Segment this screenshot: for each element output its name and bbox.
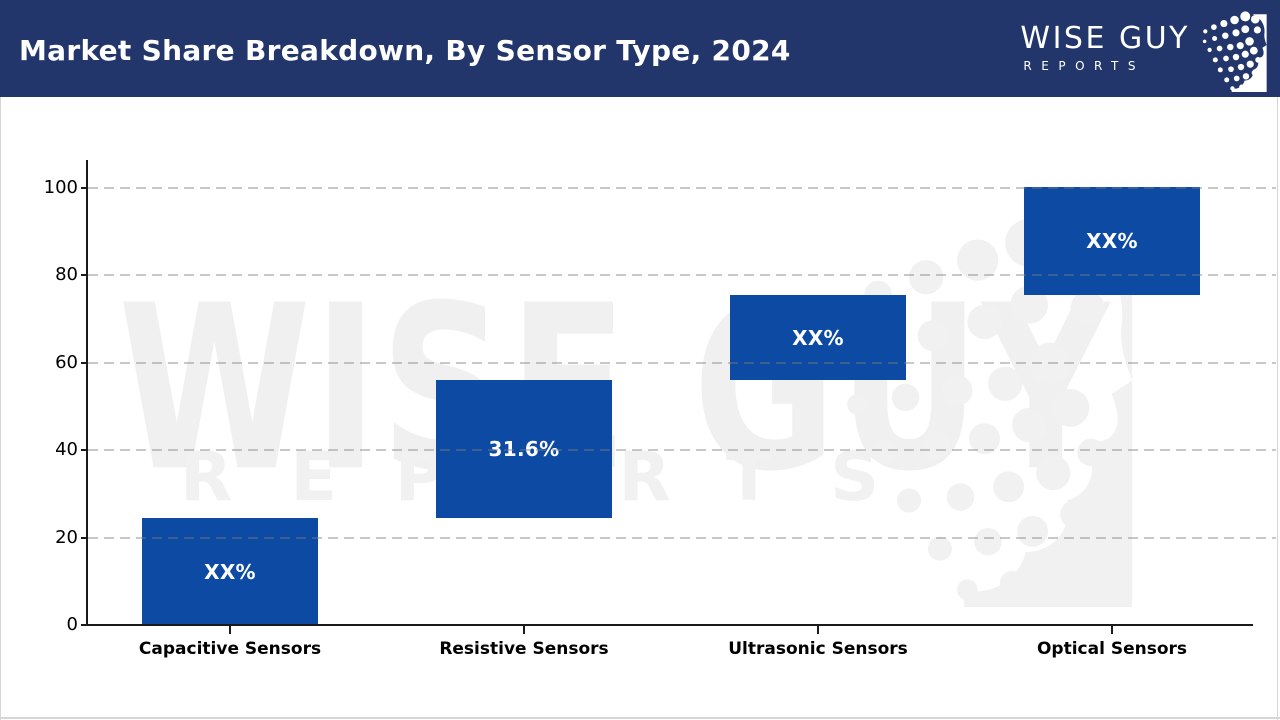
gridline-20 <box>88 536 1276 539</box>
brand-name: WISE GUY <box>1020 21 1190 56</box>
frame-border-bottom <box>0 717 1280 719</box>
bar-value-label-3: XX% <box>1086 228 1138 253</box>
x-tick-3 <box>1111 626 1113 634</box>
x-tick-2 <box>817 626 819 634</box>
y-axis-line <box>86 160 88 626</box>
y-tick-label-40: 40 <box>55 439 78 460</box>
bar-value-label-2: XX% <box>792 325 844 350</box>
gridline-60 <box>88 361 1276 364</box>
page-title: Market Share Breakdown, By Sensor Type, … <box>19 34 791 67</box>
y-tick-label-100: 100 <box>43 176 78 198</box>
bar-2: XX% <box>730 295 906 380</box>
y-tick-40 <box>81 449 88 451</box>
brand-logo-text: WISE GUY REPORTS <box>1020 21 1190 74</box>
bar-value-label-0: XX% <box>204 559 256 584</box>
y-tick-label-20: 20 <box>55 526 78 548</box>
head-dots-logo-icon <box>1202 11 1267 92</box>
x-tick-1 <box>523 626 525 634</box>
x-axis-line <box>86 624 1253 626</box>
bar-3: XX% <box>1024 186 1200 296</box>
bar-1: 31.6% <box>436 380 612 519</box>
x-tick-label-0: Capacitive Sensors <box>138 639 322 659</box>
bar-value-label-1: 31.6% <box>488 437 560 462</box>
y-tick-80 <box>81 274 88 276</box>
gridline-40 <box>88 449 1276 451</box>
frame-border-right <box>1277 97 1278 720</box>
x-tick-label-3: Optical Sensors <box>1036 639 1188 659</box>
y-tick-20 <box>81 536 88 539</box>
gridline-80 <box>88 274 1276 276</box>
y-tick-label-0: 0 <box>66 614 78 635</box>
y-tick-60 <box>81 361 88 364</box>
x-tick-label-2: Ultrasonic Sensors <box>728 639 908 659</box>
brand-logo: WISE GUY REPORTS <box>1000 6 1268 92</box>
bar-0: XX% <box>142 518 318 625</box>
brand-subname: REPORTS <box>1023 59 1145 73</box>
x-tick-label-1: Resistive Sensors <box>439 639 609 659</box>
y-tick-0 <box>81 624 88 626</box>
y-tick-100 <box>81 186 88 189</box>
y-tick-label-60: 60 <box>55 351 78 373</box>
x-tick-0 <box>229 626 231 634</box>
y-tick-label-80: 80 <box>55 264 78 285</box>
gridline-100 <box>88 186 1276 189</box>
frame-border-left <box>0 97 1 720</box>
header-bar: Market Share Breakdown, By Sensor Type, … <box>0 0 1280 97</box>
